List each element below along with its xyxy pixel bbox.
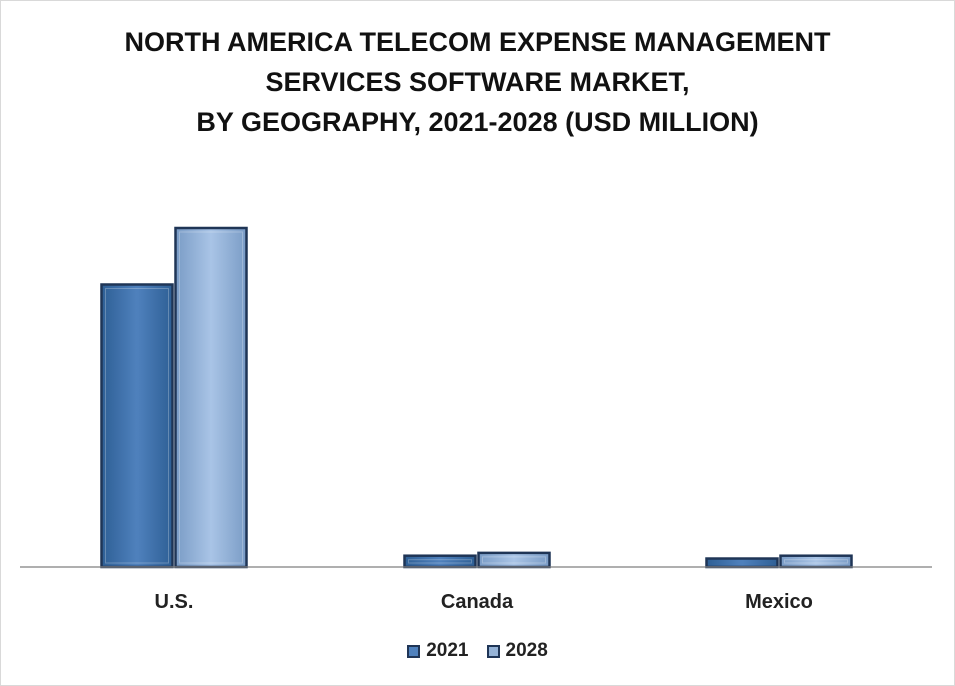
bars-group [100, 226, 853, 569]
bar-mexico-2021 [705, 557, 779, 569]
legend-label-2028: 2028 [505, 640, 548, 661]
bar-bevel-u-s-2021 [105, 288, 169, 564]
bar-u-s-2021 [100, 283, 174, 569]
legend-swatch-2021 [407, 644, 421, 658]
chart-title-line-3: BY GEOGRAPHY, 2021-2028 (USD MILLION) [196, 107, 759, 137]
legend-item-2021: 2021 [407, 640, 469, 662]
bar-bevel-canada-2021 [408, 559, 472, 564]
category-label-mexico: Mexico [745, 591, 813, 613]
chart-title: NORTH AMERICA TELECOM EXPENSE MANAGEMENT… [0, 22, 955, 142]
bar-u-s-2028 [174, 226, 248, 569]
legend-swatch-2028 [486, 644, 500, 658]
category-label-u-s: U.S. [155, 591, 194, 613]
bar-bevel-canada-2028 [482, 556, 546, 564]
category-label-canada: Canada [441, 591, 514, 613]
chart-title-line-1: NORTH AMERICA TELECOM EXPENSE MANAGEMENT [124, 27, 831, 57]
bar-mexico-2028 [779, 554, 853, 569]
bar-canada-2021 [403, 554, 477, 569]
category-labels: U.S. Canada Mexico [155, 591, 813, 613]
bar-canada-2028 [477, 551, 551, 569]
bar-bevel-mexico-2028 [784, 559, 848, 564]
legend-item-2028: 2028 [486, 640, 548, 662]
legend-label-2021: 2021 [426, 640, 469, 661]
chart-title-line-2: SERVICES SOFTWARE MARKET, [265, 67, 690, 97]
legend: 2021 2028 [0, 640, 955, 662]
bar-bevel-u-s-2028 [179, 231, 243, 564]
